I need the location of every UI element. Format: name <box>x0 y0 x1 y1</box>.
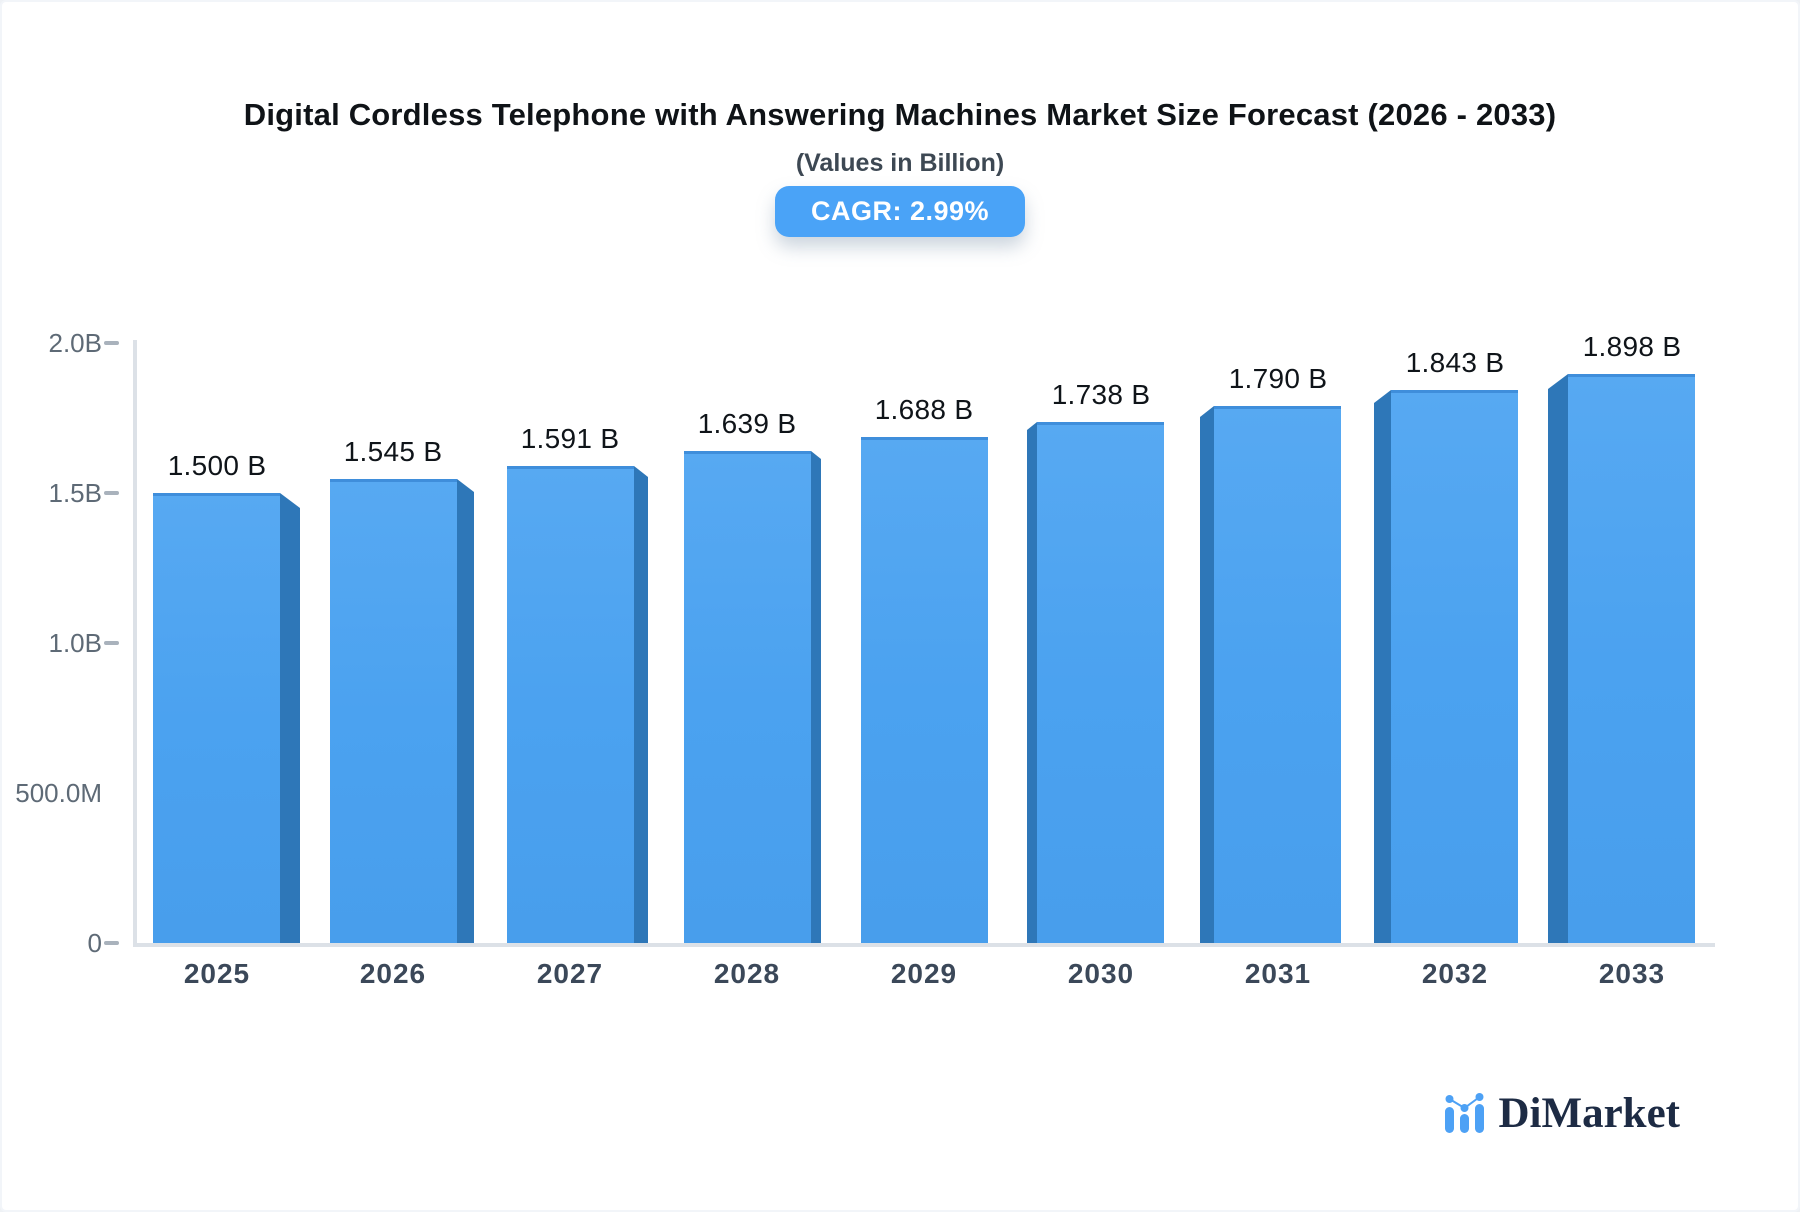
bar-2028[interactable] <box>684 451 811 943</box>
bar-2032[interactable] <box>1391 390 1518 943</box>
bar-2027[interactable] <box>507 466 634 943</box>
y-axis-tick <box>104 341 119 345</box>
y-axis-label: 500.0M <box>15 778 102 808</box>
brand-logo: DiMarket <box>1441 1089 1681 1138</box>
bar-2029[interactable] <box>861 437 988 943</box>
bar-3d-side <box>1027 422 1037 943</box>
bar-value-label: 1.738 B <box>1051 379 1151 410</box>
y-axis-label: 0 <box>87 928 102 958</box>
bar-value-label: 1.898 B <box>1582 331 1682 362</box>
y-axis-label: 1.5B <box>48 478 103 508</box>
bar-2033[interactable] <box>1568 374 1695 943</box>
bar-3d-side <box>811 451 821 943</box>
y-axis-label: 1.0B <box>48 628 103 658</box>
y-axis-tick <box>104 641 119 645</box>
x-axis-label: 2028 <box>713 958 781 989</box>
bar-value-label: 1.790 B <box>1228 363 1328 394</box>
brand-logo-text: DiMarket <box>1498 1090 1681 1137</box>
bar-2026[interactable] <box>330 479 457 943</box>
bar-2025[interactable] <box>153 493 280 943</box>
bar-value-label: 1.639 B <box>697 408 797 439</box>
chart-header: Digital Cordless Telephone with Answerin… <box>2 90 1798 237</box>
x-axis-label: 2032 <box>1421 958 1489 989</box>
chart-subtitle: (Values in Billion) <box>795 149 1005 177</box>
bar-value-label: 1.843 B <box>1405 347 1505 378</box>
bar-3d-side <box>457 479 474 943</box>
y-axis-tick <box>104 941 119 945</box>
bar-3d-side <box>1548 374 1568 943</box>
bar-3d-side <box>1374 390 1391 943</box>
bar-3d-side <box>280 493 300 943</box>
chart-title: Digital Cordless Telephone with Answerin… <box>243 97 1557 132</box>
y-axis-label: 2.0B <box>48 328 103 358</box>
x-axis-label: 2025 <box>183 958 251 989</box>
x-axis-label: 2030 <box>1067 958 1135 989</box>
x-axis-label: 2029 <box>890 958 958 989</box>
bar-3d-side <box>634 466 648 943</box>
bar-3d-side <box>1200 406 1214 943</box>
bar-value-label: 1.688 B <box>874 394 974 425</box>
bar-value-label: 1.591 B <box>520 423 620 454</box>
x-axis-label: 2033 <box>1598 958 1666 989</box>
cagr-badge: CAGR: 2.99% <box>774 186 1026 237</box>
bar-value-label: 1.545 B <box>343 436 443 467</box>
x-axis-label: 2031 <box>1244 958 1312 989</box>
y-axis-tick <box>104 491 119 495</box>
bar-2030[interactable] <box>1037 422 1164 943</box>
x-axis-line <box>135 943 1715 947</box>
x-axis-label: 2026 <box>359 958 427 989</box>
bar-value-label: 1.500 B <box>167 450 267 481</box>
bar-2031[interactable] <box>1214 406 1341 943</box>
y-axis-line <box>133 340 137 947</box>
x-axis-label: 2027 <box>536 958 604 989</box>
bar-chart-logo-icon <box>1444 1092 1484 1133</box>
